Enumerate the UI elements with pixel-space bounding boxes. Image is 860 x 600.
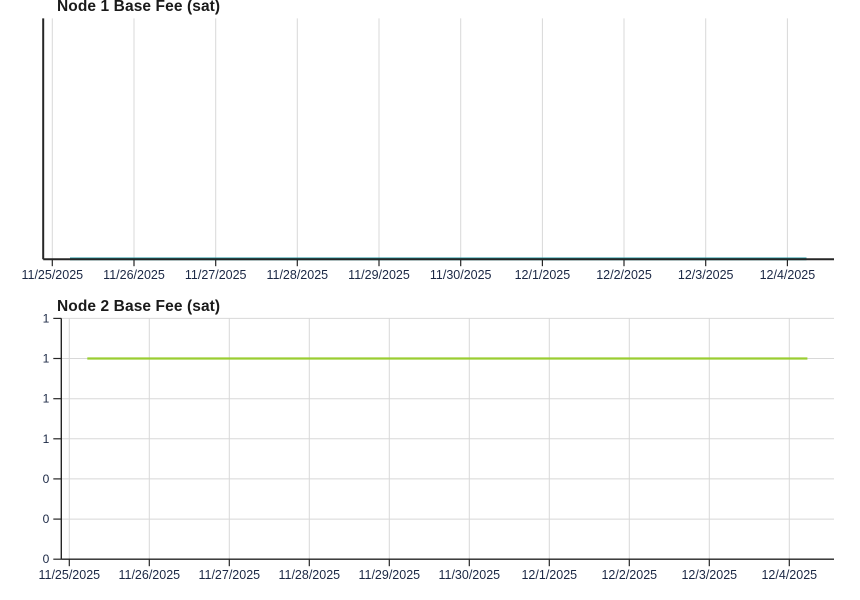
- svg-text:11/26/2025: 11/26/2025: [118, 568, 180, 582]
- svg-text:1: 1: [43, 392, 50, 406]
- svg-text:11/28/2025: 11/28/2025: [266, 268, 328, 282]
- svg-text:0: 0: [43, 472, 50, 486]
- svg-text:11/26/2025: 11/26/2025: [103, 268, 165, 282]
- svg-text:11/29/2025: 11/29/2025: [348, 268, 410, 282]
- svg-text:11/28/2025: 11/28/2025: [278, 568, 340, 582]
- svg-text:12/1/2025: 12/1/2025: [515, 268, 571, 282]
- svg-text:1: 1: [43, 311, 50, 325]
- svg-text:11/25/2025: 11/25/2025: [21, 268, 83, 282]
- svg-text:11/25/2025: 11/25/2025: [38, 568, 100, 582]
- svg-text:11/29/2025: 11/29/2025: [358, 568, 420, 582]
- svg-text:11/30/2025: 11/30/2025: [438, 568, 500, 582]
- svg-text:12/3/2025: 12/3/2025: [678, 268, 734, 282]
- svg-text:12/1/2025: 12/1/2025: [521, 568, 577, 582]
- svg-text:11/27/2025: 11/27/2025: [185, 268, 247, 282]
- svg-text:1: 1: [43, 432, 50, 446]
- svg-text:1: 1: [43, 352, 50, 366]
- svg-text:12/2/2025: 12/2/2025: [596, 268, 652, 282]
- svg-text:11/27/2025: 11/27/2025: [198, 568, 260, 582]
- svg-text:11/30/2025: 11/30/2025: [430, 268, 492, 282]
- svg-text:12/2/2025: 12/2/2025: [601, 568, 657, 582]
- svg-text:0: 0: [43, 552, 50, 566]
- svg-text:12/4/2025: 12/4/2025: [761, 568, 817, 582]
- svg-text:12/4/2025: 12/4/2025: [760, 268, 816, 282]
- svg-text:0: 0: [43, 512, 50, 526]
- svg-text:12/3/2025: 12/3/2025: [681, 568, 737, 582]
